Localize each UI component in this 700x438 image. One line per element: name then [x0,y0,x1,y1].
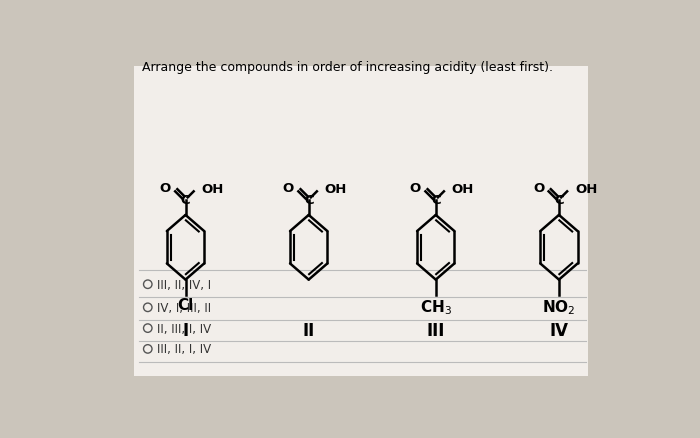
Text: Cl: Cl [177,298,194,313]
Text: OH: OH [202,183,224,196]
Text: O: O [160,182,171,195]
Text: III, II, IV, I: III, II, IV, I [157,278,211,291]
Text: OH: OH [452,183,474,196]
Text: OH: OH [575,183,597,196]
Text: II, III, I, IV: II, III, I, IV [157,322,211,335]
Text: OH: OH [325,183,347,196]
Text: I: I [183,321,188,339]
Text: C: C [181,194,190,207]
Text: IV, I, III, II: IV, I, III, II [157,301,211,314]
Text: O: O [283,182,294,195]
Text: Arrange the compounds in order of increasing acidity (least first).: Arrange the compounds in order of increa… [141,61,552,74]
Text: O: O [410,182,421,195]
Text: CH$_3$: CH$_3$ [420,298,452,316]
FancyBboxPatch shape [134,67,588,376]
Text: IV: IV [550,321,568,339]
Text: III: III [426,321,445,339]
Text: C: C [554,194,564,207]
Text: C: C [304,194,314,207]
Text: II: II [302,321,315,339]
Text: C: C [431,194,440,207]
Text: NO$_2$: NO$_2$ [542,298,575,316]
Text: III, II, I, IV: III, II, I, IV [157,343,211,356]
Text: O: O [533,182,544,195]
